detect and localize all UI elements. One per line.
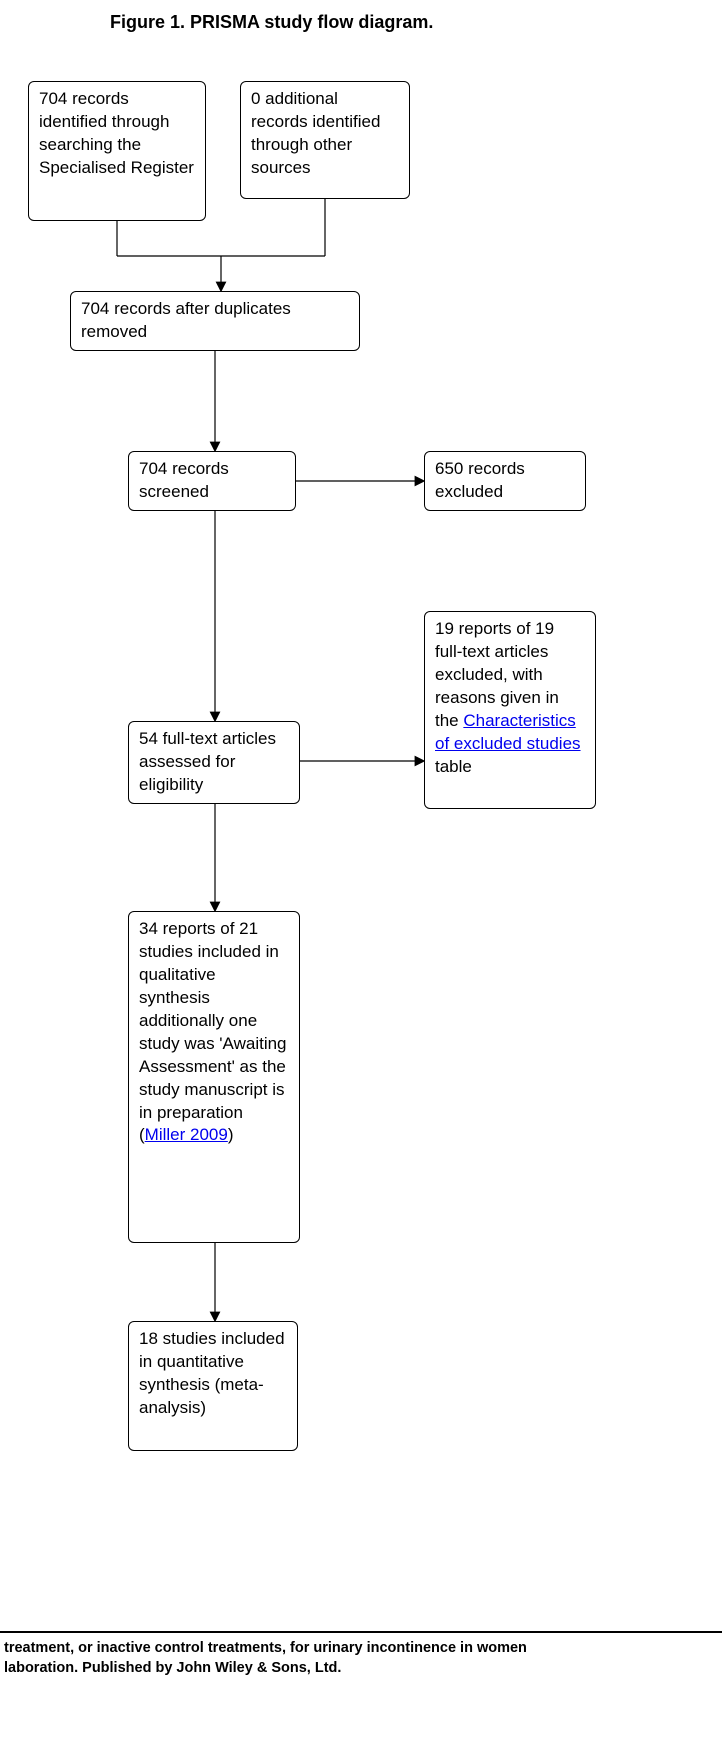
node-fulltext-assessed: 54 full-text articles assessed for eligi… — [128, 721, 300, 804]
link-miller-2009[interactable]: Miller 2009 — [145, 1125, 228, 1144]
node-text-post: table — [435, 757, 472, 776]
node-text-post: ) — [228, 1125, 234, 1144]
node-qualitative-synthesis: 34 reports of 21 studies included in qua… — [128, 911, 300, 1243]
footer-line-1: treatment, or inactive control treatment… — [4, 1639, 722, 1659]
node-text: 650 records excluded — [435, 459, 525, 501]
node-text: 54 full-text articles assessed for eligi… — [139, 729, 276, 794]
node-after-duplicates: 704 records after duplicates removed — [70, 291, 360, 351]
node-fulltext-excluded: 19 reports of 19 full-text articles excl… — [424, 611, 596, 809]
flowchart-canvas: 704 records identified through searching… — [0, 41, 722, 1631]
node-records-excluded: 650 records excluded — [424, 451, 586, 511]
footer-line-2: laboration. Published by John Wiley & So… — [4, 1659, 722, 1679]
node-text: 704 records after duplicates removed — [81, 299, 291, 341]
node-screened: 704 records screened — [128, 451, 296, 511]
node-identification-register: 704 records identified through searching… — [28, 81, 206, 221]
node-text: 0 additional records identified through … — [251, 89, 380, 177]
node-text: 18 studies included in quantitative synt… — [139, 1329, 285, 1417]
node-text: 704 records screened — [139, 459, 229, 501]
page-footer: treatment, or inactive control treatment… — [0, 1631, 722, 1678]
connector-lines — [0, 41, 722, 1631]
node-identification-other: 0 additional records identified through … — [240, 81, 410, 199]
node-text: 704 records identified through searching… — [39, 89, 194, 177]
figure-title: Figure 1. PRISMA study flow diagram. — [0, 0, 722, 41]
node-text-pre: 34 reports of 21 studies included in qua… — [139, 919, 287, 1144]
node-quantitative-synthesis: 18 studies included in quantitative synt… — [128, 1321, 298, 1451]
